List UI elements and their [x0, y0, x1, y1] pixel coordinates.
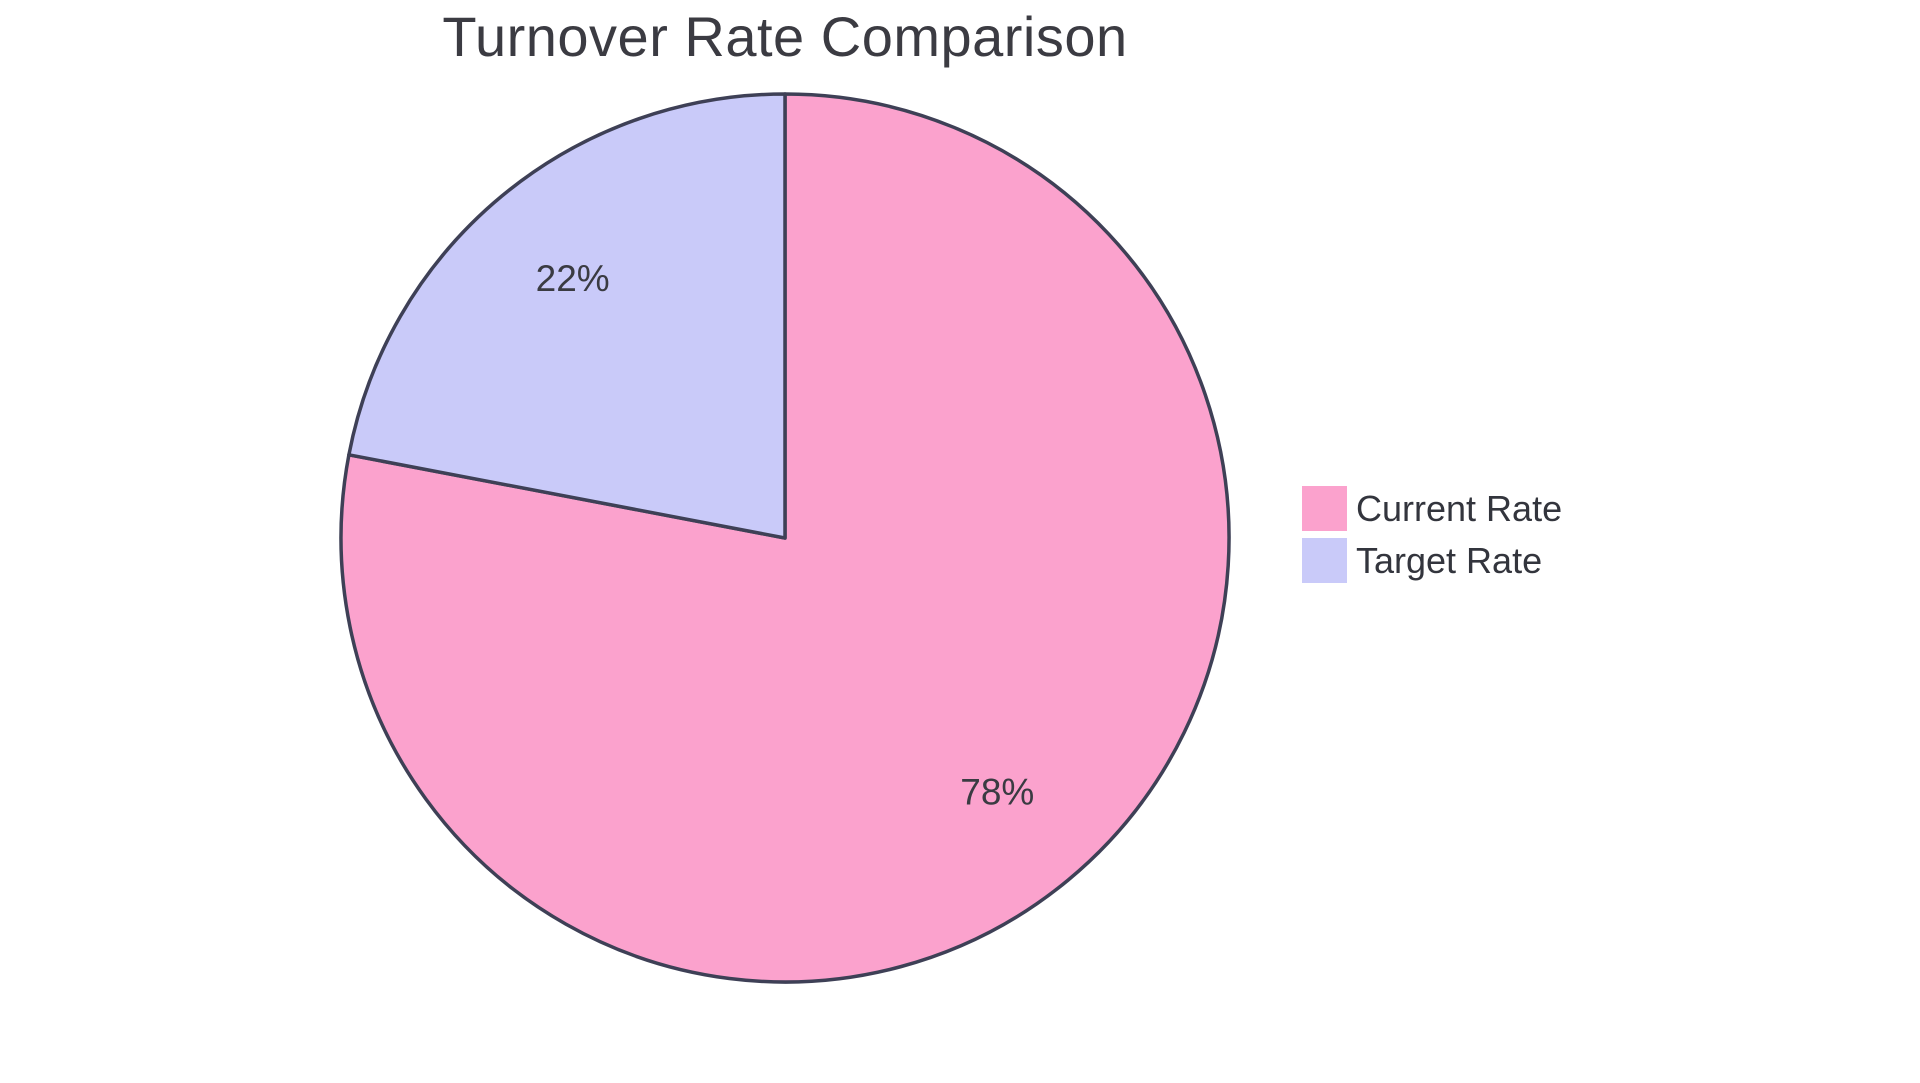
legend-swatch — [1302, 486, 1347, 531]
slice-percent-label: 78% — [960, 771, 1034, 812]
legend-item-target-rate[interactable]: Target Rate — [1302, 538, 1562, 583]
legend-label: Current Rate — [1356, 488, 1563, 529]
legend: Current Rate Target Rate — [1302, 486, 1562, 583]
chart-title: Turnover Rate Comparison — [442, 5, 1128, 68]
pie-slice-target-rate[interactable] — [347, 92, 787, 540]
slice-percent-label: 22% — [536, 258, 610, 299]
legend-label: Target Rate — [1356, 540, 1543, 581]
legend-item-current-rate[interactable]: Current Rate — [1302, 486, 1562, 531]
legend-swatch — [1302, 538, 1347, 583]
